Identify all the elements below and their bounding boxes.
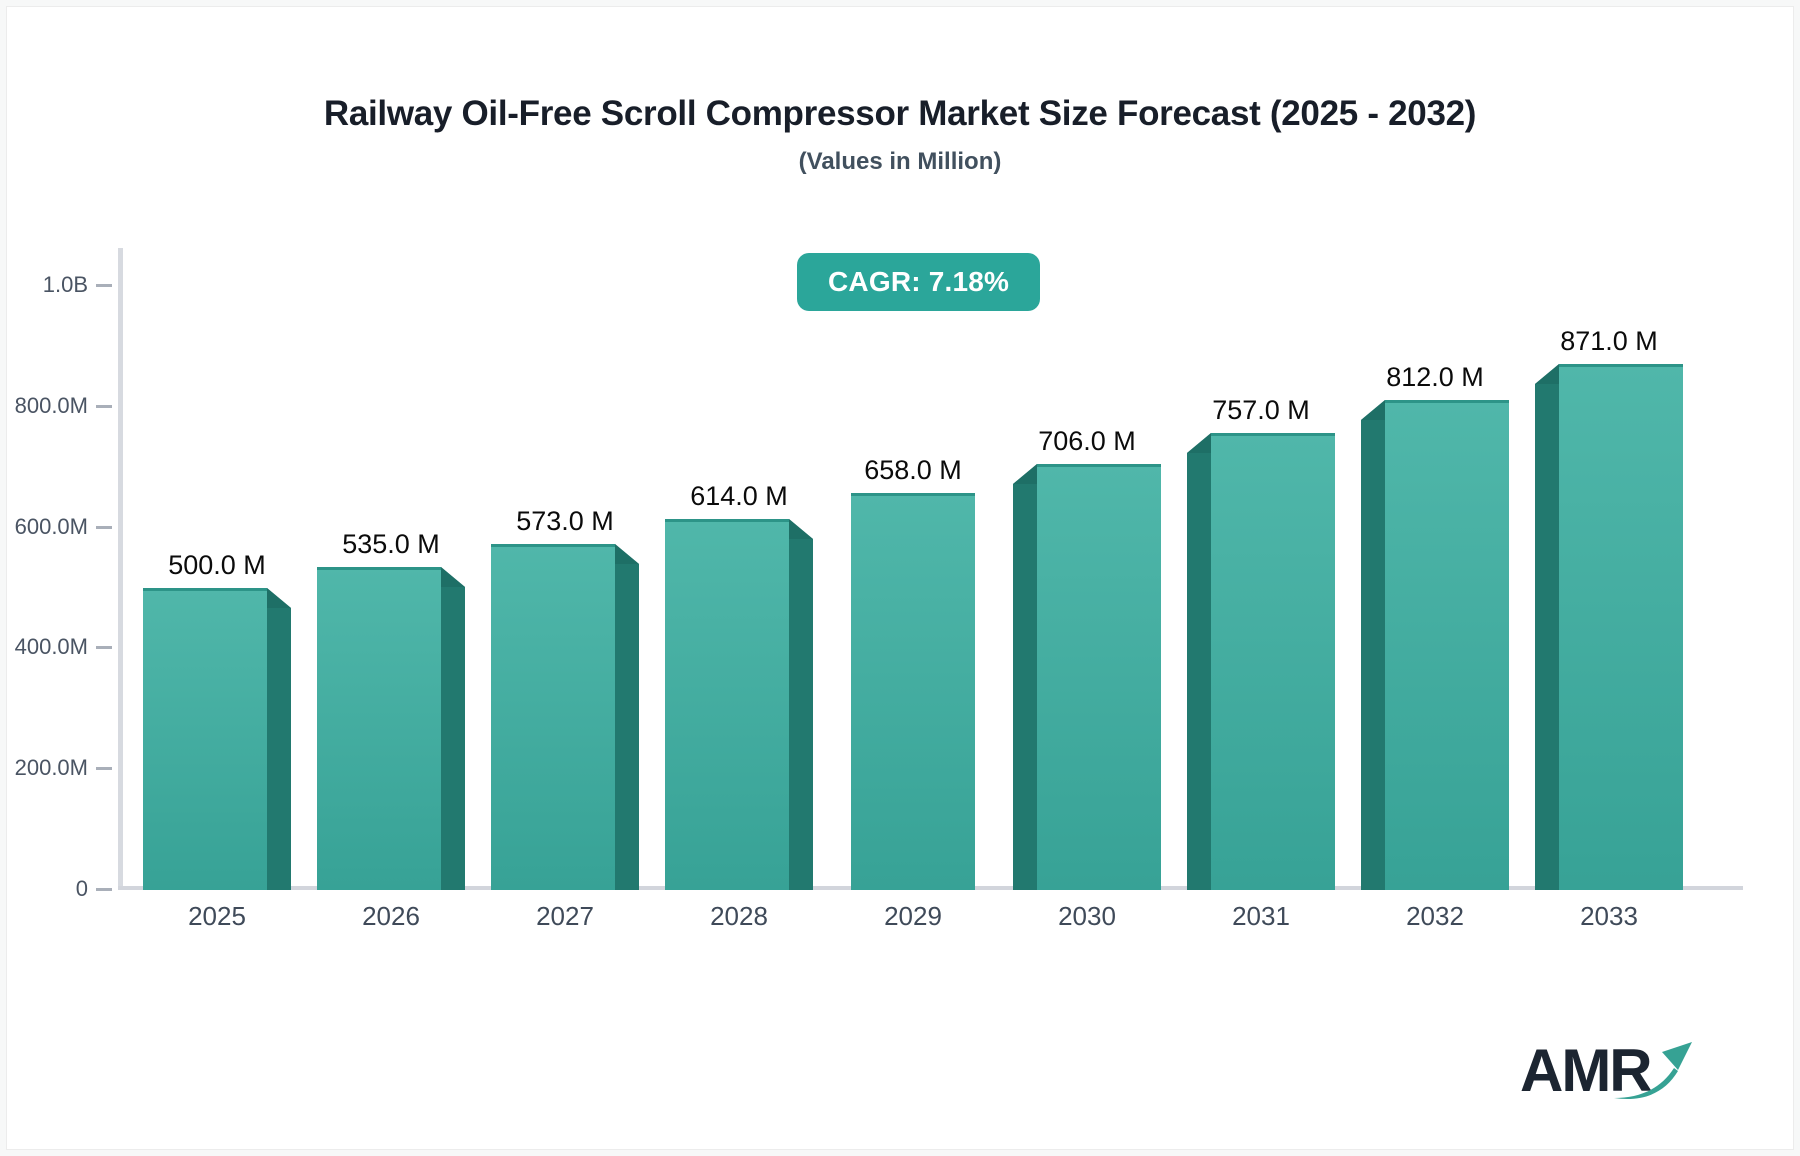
bar-top-edge xyxy=(851,493,975,496)
x-axis-label: 2030 xyxy=(1058,901,1116,931)
bar-front-face xyxy=(1559,364,1683,890)
bar-value-label: 500.0 M xyxy=(168,550,266,580)
bar-side-face xyxy=(1187,433,1211,890)
bar-top-edge xyxy=(317,567,441,570)
y-axis-tick-label: 600.0M xyxy=(14,513,88,539)
y-axis-tick-mark xyxy=(96,767,112,771)
y-axis-tick-mark xyxy=(96,525,112,529)
bar-bevel xyxy=(789,519,813,539)
y-axis-tick-label: 1.0B xyxy=(42,272,88,297)
y-axis-tick-label: 0 xyxy=(75,876,88,901)
bar xyxy=(143,588,291,890)
bar-top-edge xyxy=(491,544,615,547)
bar-side-face xyxy=(1535,364,1559,890)
bar-top-edge xyxy=(1385,400,1509,403)
bar-group-2033: 871.0 M xyxy=(1522,326,1696,890)
x-axis-label: 2025 xyxy=(188,901,246,931)
bar-front-face xyxy=(665,519,789,890)
bar-value-label: 871.0 M xyxy=(1560,326,1658,356)
bar-front-face xyxy=(1211,433,1335,890)
cagr-badge: CAGR: 7.18% xyxy=(797,253,1041,311)
bar xyxy=(665,519,813,890)
y-axis-tick-label: 400.0M xyxy=(14,634,88,660)
bar-top-edge xyxy=(1037,464,1161,467)
x-axis-label: 2031 xyxy=(1232,901,1290,931)
bar xyxy=(1187,433,1335,890)
amr-logo: AMR xyxy=(1520,1030,1700,1110)
bar-group-2029: 658.0 M xyxy=(826,455,1000,890)
bar-side-face xyxy=(1361,400,1385,890)
bar-side-face xyxy=(789,519,813,890)
bar-bevel xyxy=(1361,400,1385,420)
bar-group-2031: 757.0 M xyxy=(1174,395,1348,890)
chart-title: Railway Oil-Free Scroll Compressor Marke… xyxy=(323,94,1477,133)
bar-side-face xyxy=(267,588,291,890)
x-axis-label: 2026 xyxy=(362,901,420,931)
bars-row: 500.0 M 535.0 M 573.0 M 614.0 M 658.0 M 706.0… xyxy=(130,0,1696,890)
bar xyxy=(317,567,465,890)
bar-bevel xyxy=(1013,464,1037,484)
y-axis-tick-mark xyxy=(96,284,112,287)
bar-front-face xyxy=(317,567,441,890)
x-axis-label: 2032 xyxy=(1406,901,1464,931)
y-axis-line xyxy=(118,248,123,890)
bar-value-label: 706.0 M xyxy=(1038,426,1136,456)
bar xyxy=(1535,364,1683,890)
bar-bevel xyxy=(1187,433,1211,453)
bar xyxy=(851,493,975,890)
bar-side-face xyxy=(615,544,639,890)
bar-front-face xyxy=(1037,464,1161,890)
bar-value-label: 535.0 M xyxy=(342,529,440,559)
bar-top-edge xyxy=(1211,433,1335,436)
bar-front-face xyxy=(143,588,267,890)
bar-bevel xyxy=(267,588,291,608)
y-axis-tick-mark xyxy=(96,404,112,408)
bar-value-label: 757.0 M xyxy=(1212,395,1310,425)
bar-front-face xyxy=(851,493,975,890)
y-axis-tick-label: 800.0M xyxy=(14,392,88,418)
bar-group-2026: 535.0 M xyxy=(304,529,478,890)
bar-top-edge xyxy=(665,519,789,522)
bar-value-label: 614.0 M xyxy=(690,481,788,511)
bar-top-edge xyxy=(143,588,267,591)
y-axis-tick-mark xyxy=(96,646,112,650)
bar-bevel xyxy=(615,544,639,564)
bar xyxy=(1361,400,1509,890)
bar-top-edge xyxy=(1559,364,1683,367)
bar-side-face xyxy=(1013,464,1037,890)
bar-value-label: 573.0 M xyxy=(516,506,614,536)
bar-bevel xyxy=(1535,364,1559,384)
bar-bevel xyxy=(441,567,465,587)
bar-group-2028: 614.0 M xyxy=(652,481,826,890)
y-axis-tick-label: 200.0M xyxy=(14,755,88,781)
x-axis-label: 2027 xyxy=(536,901,594,931)
x-axis-label: 2029 xyxy=(884,901,942,931)
x-axis-label: 2028 xyxy=(710,901,768,931)
bar-group-2032: 812.0 M xyxy=(1348,362,1522,890)
bar xyxy=(1013,464,1161,890)
x-axis-labels: 2025 2026 2027 2028 2029 2030 2031 2032 2033 xyxy=(130,901,1696,932)
bar-value-label: 812.0 M xyxy=(1386,362,1484,392)
bar-side-face xyxy=(441,567,465,890)
bar-value-label: 658.0 M xyxy=(864,455,962,485)
bar-front-face xyxy=(1385,400,1509,890)
x-axis-label: 2033 xyxy=(1580,901,1638,931)
bar-front-face xyxy=(491,544,615,890)
bar-group-2027: 573.0 M xyxy=(478,506,652,890)
bar-group-2030: 706.0 M xyxy=(1000,426,1174,890)
growth-arrow-icon xyxy=(1614,1042,1692,1099)
bar-group-2025: 500.0 M xyxy=(130,550,304,890)
chart-subtitle: (Values in Million) xyxy=(798,148,1002,175)
bar xyxy=(491,544,639,890)
amr-logo-text: AMR xyxy=(1520,1037,1653,1104)
y-axis-tick-mark xyxy=(96,888,112,891)
